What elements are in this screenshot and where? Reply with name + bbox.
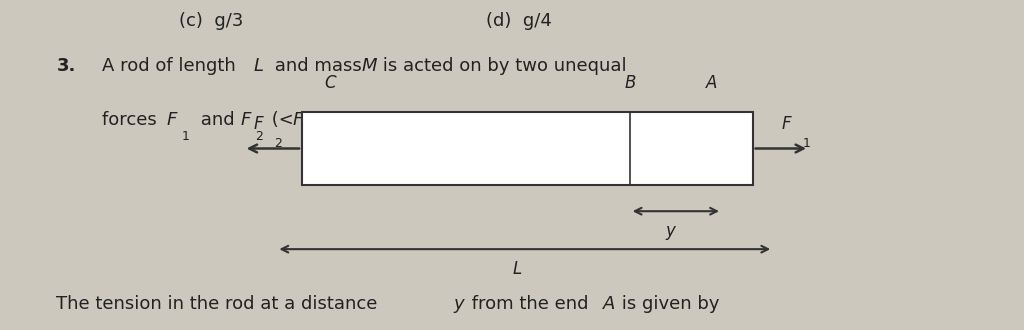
Text: y: y bbox=[666, 222, 676, 240]
Text: F: F bbox=[293, 112, 303, 129]
Text: C: C bbox=[324, 74, 336, 92]
Text: forces: forces bbox=[102, 112, 163, 129]
Text: A rod of length: A rod of length bbox=[102, 57, 242, 75]
Bar bbox=[302, 112, 753, 185]
Text: A: A bbox=[706, 74, 718, 92]
Text: B: B bbox=[624, 74, 636, 92]
Text: (d)  g/4: (d) g/4 bbox=[486, 13, 552, 30]
Text: and: and bbox=[195, 112, 240, 129]
Text: is given by: is given by bbox=[616, 295, 720, 313]
Text: is acted on by two unequal: is acted on by two unequal bbox=[377, 57, 627, 75]
Text: 1: 1 bbox=[181, 130, 189, 144]
Text: (c)  g/3: (c) g/3 bbox=[179, 13, 244, 30]
Text: 1: 1 bbox=[307, 130, 315, 144]
Text: The tension in the rod at a distance: The tension in the rod at a distance bbox=[56, 295, 383, 313]
Text: L: L bbox=[512, 260, 522, 278]
Text: 2: 2 bbox=[255, 130, 263, 144]
Text: L: L bbox=[254, 57, 264, 75]
Text: F: F bbox=[167, 112, 177, 129]
Text: F: F bbox=[781, 115, 792, 133]
Text: and mass: and mass bbox=[269, 57, 368, 75]
Text: ) as shown in the figure.: ) as shown in the figure. bbox=[319, 112, 538, 129]
Text: A: A bbox=[603, 295, 615, 313]
Text: from the end: from the end bbox=[466, 295, 594, 313]
Text: y: y bbox=[454, 295, 464, 313]
Text: 1: 1 bbox=[803, 137, 811, 150]
Text: (<: (< bbox=[266, 112, 294, 129]
Text: 3.: 3. bbox=[56, 57, 76, 75]
Text: M: M bbox=[361, 57, 377, 75]
Text: F: F bbox=[241, 112, 251, 129]
Text: F: F bbox=[253, 115, 263, 133]
Text: 2: 2 bbox=[274, 137, 283, 150]
